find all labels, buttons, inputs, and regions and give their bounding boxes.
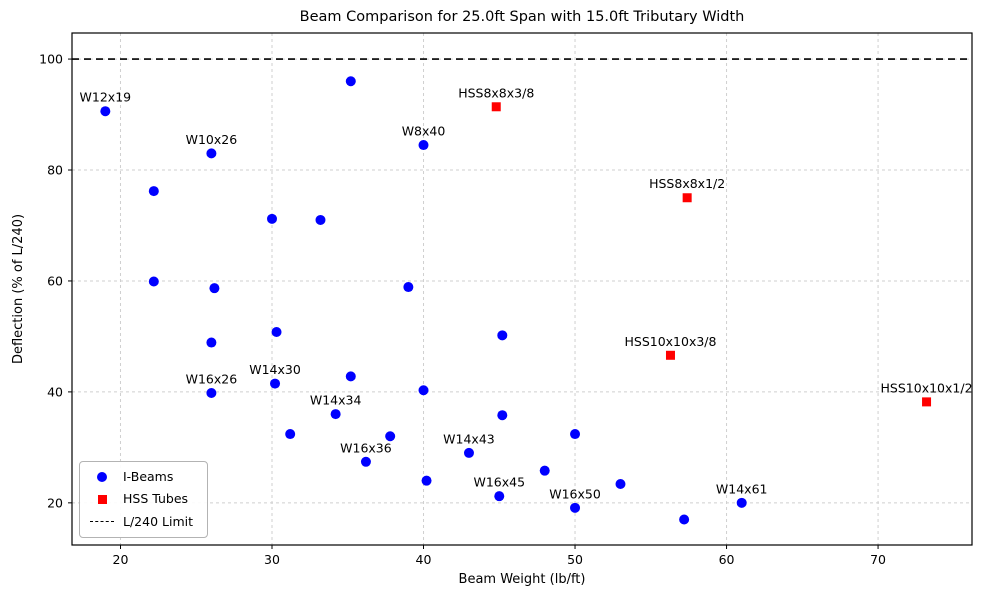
point-label: W10x26: [186, 132, 238, 147]
legend-marker-dash: [89, 521, 115, 523]
ibeam-point: [270, 378, 281, 389]
ibeam-point: [418, 385, 429, 396]
ibeam-point: [385, 431, 396, 442]
point-label: W14x34: [310, 393, 362, 408]
x-tick-label: 30: [264, 552, 280, 567]
x-axis-label: Beam Weight (lb/ft): [459, 572, 586, 587]
ibeam-point: [539, 465, 550, 476]
ibeam-point: [100, 106, 111, 117]
legend-label: HSS Tubes: [123, 491, 189, 506]
point-label: HSS10x10x3/8: [624, 334, 716, 349]
point-label: W14x43: [443, 431, 495, 446]
ibeam-point: [615, 478, 626, 489]
point-label: W14x30: [249, 362, 301, 377]
legend-marker-square: [89, 494, 115, 504]
hss-point: [682, 193, 692, 203]
legend-marker-circle: [89, 471, 115, 482]
legend-label: I-Beams: [123, 468, 174, 484]
point-label: W14x61: [716, 481, 768, 496]
ibeam-point: [330, 409, 341, 420]
point-label: HSS10x10x1/2: [881, 380, 973, 395]
ibeam-point: [570, 429, 581, 440]
y-tick-label: 40: [47, 384, 63, 399]
y-tick-label: 60: [47, 273, 63, 288]
ibeam-point: [345, 371, 356, 382]
x-tick-label: 50: [567, 552, 583, 567]
ibeam-point: [209, 283, 220, 294]
ibeam-point: [345, 76, 356, 87]
y-axis-label: Deflection (% of L/240): [11, 214, 26, 364]
ibeam-point: [206, 148, 217, 159]
legend-label: L/240 Limit: [123, 513, 193, 529]
y-tick-label: 80: [47, 163, 63, 178]
ibeam-point: [206, 337, 217, 348]
ibeam-point: [418, 140, 429, 151]
ibeam-point: [497, 330, 508, 341]
y-tick-label: 100: [39, 52, 63, 67]
point-label: HSS8x8x1/2: [649, 176, 725, 191]
ibeam-point: [421, 475, 432, 486]
ibeam-point: [497, 410, 508, 421]
hss-point: [922, 397, 932, 407]
point-label: W12x19: [80, 90, 132, 105]
plot-frame: [71, 32, 973, 546]
x-tick-label: 20: [113, 552, 129, 567]
ibeam-point: [148, 186, 159, 197]
x-tick-label: 70: [870, 552, 886, 567]
ibeam-point: [736, 497, 747, 508]
legend-item: I-Beams: [89, 468, 193, 484]
point-label: W16x36: [340, 440, 392, 455]
point-label: HSS8x8x3/8: [458, 85, 534, 100]
y-tick-label: 20: [47, 495, 63, 510]
ibeam-point: [403, 282, 414, 293]
ibeam-point: [360, 456, 371, 467]
ibeam-point: [206, 388, 217, 399]
legend: I-Beams HSS Tubes L/240 Limit: [79, 460, 208, 538]
hss-point: [491, 102, 501, 112]
x-tick-label: 60: [719, 552, 735, 567]
point-label: W16x26: [186, 372, 238, 387]
ibeam-point: [271, 326, 282, 337]
ibeam-point: [494, 491, 505, 502]
ibeam-point: [285, 429, 296, 440]
ibeam-point: [148, 276, 159, 287]
legend-item: HSS Tubes: [89, 491, 193, 506]
ibeam-point: [679, 514, 690, 525]
x-tick-label: 40: [416, 552, 432, 567]
point-label: W16x50: [549, 486, 601, 501]
hss-point: [665, 350, 675, 360]
ibeam-point: [463, 447, 474, 458]
point-label: W8x40: [402, 124, 446, 139]
chart-title: Beam Comparison for 25.0ft Span with 15.…: [300, 9, 745, 25]
point-label: W16x45: [473, 475, 525, 490]
ibeam-point: [570, 502, 581, 513]
ibeam-point: [267, 213, 277, 224]
legend-item: L/240 Limit: [89, 513, 193, 529]
ibeam-point: [315, 214, 326, 225]
